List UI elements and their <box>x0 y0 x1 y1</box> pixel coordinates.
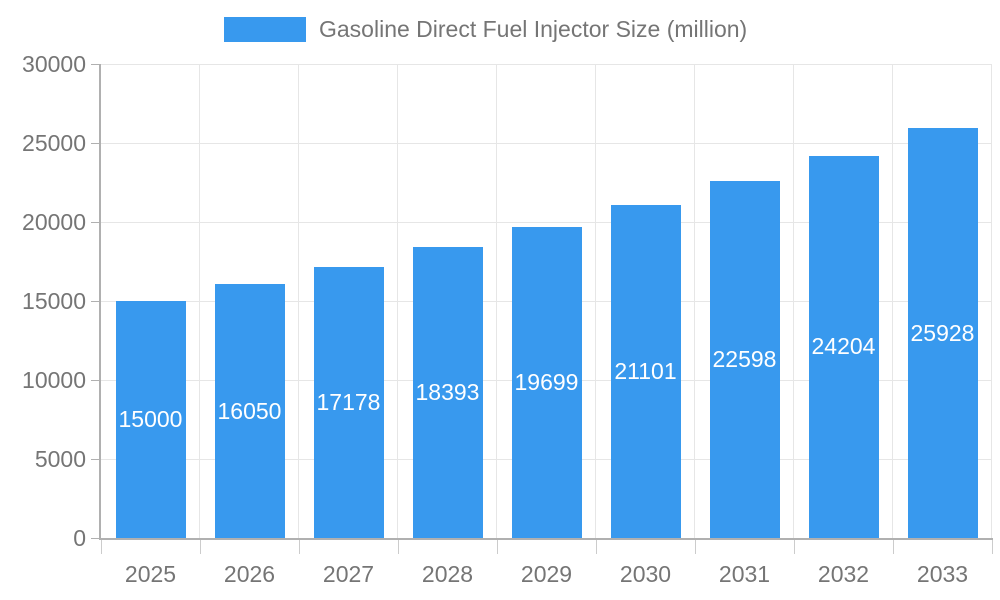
x-tick-mark <box>992 540 993 554</box>
x-gridline <box>892 64 893 538</box>
x-tick-mark <box>794 540 795 554</box>
plot-area: 15000 16050 17178 18393 19699 21101 22598 24204… <box>101 64 992 538</box>
x-tick-mark <box>200 540 201 554</box>
legend-item[interactable]: Gasoline Direct Fuel Injector Size (mill… <box>224 16 747 43</box>
y-tick-mark <box>91 301 100 302</box>
x-tick-label: 2025 <box>124 561 177 587</box>
x-gridline <box>595 64 596 538</box>
bar-value-label: 15000 <box>118 406 183 432</box>
y-axis-line <box>99 64 101 540</box>
x-axis-line <box>99 538 993 540</box>
bar-value-label: 16050 <box>217 397 282 424</box>
bar[interactable]: 24204 <box>808 155 879 538</box>
bar-value-label: 22598 <box>712 345 777 372</box>
x-gridline <box>496 64 497 538</box>
bar-value-label: 19699 <box>514 368 579 395</box>
x-tick-label: 2027 <box>322 561 375 587</box>
y-tick-label: 10000 <box>22 367 86 393</box>
bar[interactable]: 22598 <box>709 180 780 538</box>
x-tick-mark <box>497 540 498 554</box>
bar[interactable]: 19699 <box>511 226 582 538</box>
bar-value-label: 17178 <box>316 388 381 415</box>
bar[interactable]: 17178 <box>313 266 384 538</box>
y-tick-mark <box>91 459 100 460</box>
y-gridline <box>101 222 992 223</box>
x-tick-label: 2031 <box>718 561 771 587</box>
x-tick-mark <box>101 540 102 554</box>
y-tick-mark <box>91 380 100 381</box>
x-tick-label: 2026 <box>223 561 276 587</box>
x-gridline <box>199 64 200 538</box>
bar-value-label: 25928 <box>910 319 975 346</box>
bar[interactable]: 15000 <box>115 301 186 538</box>
x-gridline <box>694 64 695 538</box>
x-tick-label: 2032 <box>817 561 870 587</box>
bar-value-label: 24204 <box>811 333 876 360</box>
y-tick-label: 30000 <box>22 51 86 77</box>
y-tick-mark <box>91 222 100 223</box>
y-tick-label: 20000 <box>22 209 86 235</box>
y-gridline <box>101 64 992 65</box>
bar[interactable]: 18393 <box>412 247 483 538</box>
bar[interactable]: 21101 <box>610 204 681 538</box>
y-tick-mark <box>91 143 100 144</box>
y-tick-label: 25000 <box>22 130 86 156</box>
x-tick-label: 2030 <box>619 561 672 587</box>
y-gridline <box>101 143 992 144</box>
x-tick-mark <box>695 540 696 554</box>
x-tick-mark <box>596 540 597 554</box>
x-gridline <box>991 64 992 538</box>
y-tick-mark <box>91 64 100 65</box>
bar-value-label: 21101 <box>614 357 677 384</box>
bar[interactable]: 25928 <box>907 128 978 538</box>
bar[interactable]: 16050 <box>214 284 285 538</box>
x-tick-label: 2029 <box>520 561 573 587</box>
x-tick-mark <box>398 540 399 554</box>
y-tick-label: 0 <box>73 525 86 551</box>
x-tick-mark <box>893 540 894 554</box>
y-tick-label: 15000 <box>22 288 86 314</box>
y-tick-mark <box>91 538 100 539</box>
bar-value-label: 18393 <box>415 379 480 406</box>
legend-swatch-icon <box>224 17 306 42</box>
x-tick-mark <box>299 540 300 554</box>
y-tick-label: 5000 <box>34 446 86 472</box>
x-tick-label: 2028 <box>421 561 474 587</box>
legend-label: Gasoline Direct Fuel Injector Size (mill… <box>319 16 748 42</box>
x-gridline <box>793 64 794 538</box>
x-gridline <box>298 64 299 538</box>
x-gridline <box>397 64 398 538</box>
x-tick-label: 2033 <box>916 561 969 587</box>
